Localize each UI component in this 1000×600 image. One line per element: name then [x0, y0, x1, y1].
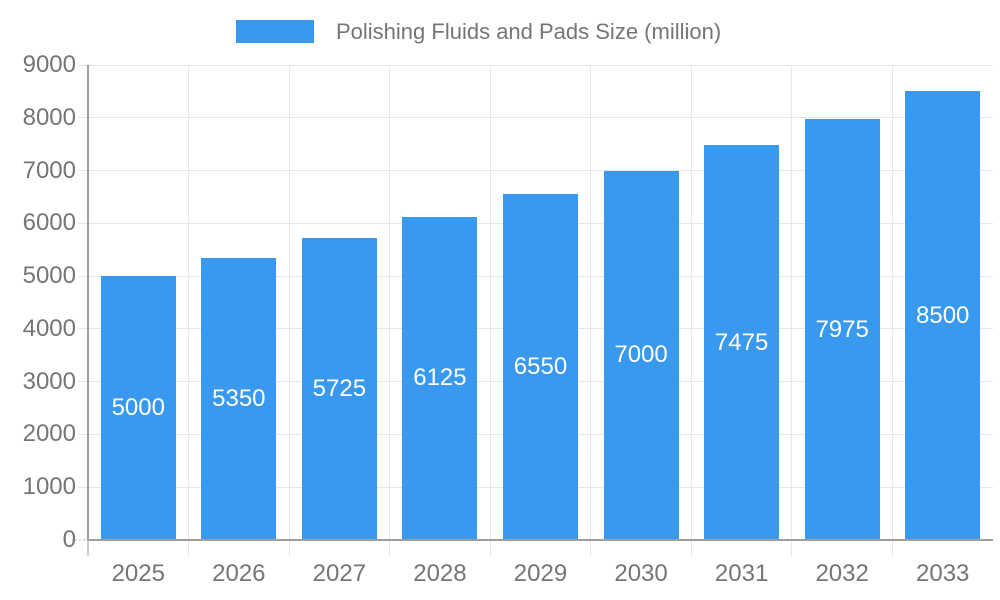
y-axis-tick-label: 4000 [22, 314, 76, 342]
bar [301, 237, 377, 540]
bar [201, 257, 277, 540]
y-axis-tick [78, 170, 88, 172]
legend-swatch [236, 20, 314, 43]
zero-tick-dashed [72, 539, 88, 541]
gridline-vertical [489, 65, 491, 556]
y-axis-tick [78, 222, 88, 224]
x-axis-tick-label: 2030 [614, 560, 668, 587]
x-axis-tick-label: 2032 [815, 560, 869, 587]
gridline-vertical [791, 65, 793, 556]
y-axis-tick-label: 6000 [22, 209, 76, 237]
bar-value-label: 7000 [614, 341, 668, 369]
x-axis-tick-label: 2025 [111, 560, 165, 587]
gridline-vertical [389, 65, 391, 556]
bar-value-label: 8500 [916, 301, 970, 329]
y-axis-tick-label: 1000 [22, 473, 76, 501]
bar-value-label: 6550 [513, 353, 568, 381]
x-axis-tick-label: 2027 [312, 560, 367, 587]
bar [905, 91, 981, 540]
y-axis-tick-label: 0 [62, 526, 76, 553]
y-axis-tick-label: 8000 [22, 103, 76, 131]
gridline-vertical [288, 65, 290, 556]
y-axis-line-extension [87, 540, 89, 556]
legend-label: Polishing Fluids and Pads Size (million) [336, 19, 722, 44]
bar-value-label: 5000 [111, 394, 165, 422]
bar [704, 145, 780, 540]
bar [804, 119, 880, 540]
bar-value-label: 6125 [413, 364, 467, 392]
x-axis-tick-label: 2026 [212, 560, 266, 587]
y-axis-tick [78, 433, 88, 435]
y-axis-tick [78, 64, 88, 66]
x-axis-tick-label: 2028 [413, 560, 467, 587]
y-axis-tick [78, 117, 88, 119]
y-axis-tick [78, 328, 88, 330]
bar-value-label: 7975 [815, 315, 869, 343]
gridline-vertical [891, 65, 893, 556]
gridline-vertical [188, 65, 190, 556]
x-axis-tick-label: 2031 [714, 560, 769, 587]
bar [603, 170, 679, 540]
x-axis-tick-label: 2033 [916, 560, 970, 587]
gridline-horizontal [88, 64, 993, 66]
y-axis-tick-label: 5000 [22, 262, 76, 290]
y-axis-tick-label: 9000 [22, 51, 76, 78]
y-axis-tick-label: 2000 [22, 420, 76, 448]
y-axis-tick-label: 3000 [22, 367, 76, 395]
gridline-horizontal [88, 117, 993, 119]
bar-value-label: 7475 [714, 328, 769, 356]
bar-value-label: 5350 [212, 384, 266, 412]
gridline-vertical [590, 65, 592, 556]
y-axis-tick [78, 381, 88, 383]
y-axis-tick [78, 275, 88, 277]
bar [503, 194, 578, 540]
y-axis-tick-label: 7000 [22, 156, 76, 184]
gridline-horizontal [88, 170, 993, 172]
bar-value-label: 5725 [312, 374, 367, 402]
x-axis-tick-label: 2029 [513, 560, 568, 587]
y-axis-line [87, 65, 89, 540]
bar [100, 276, 176, 540]
gridline-vertical [690, 65, 692, 556]
y-axis-tick [78, 486, 88, 488]
x-axis-baseline [88, 539, 993, 541]
bar [402, 216, 478, 540]
chart-legend: Polishing Fluids and Pads Size (million) [236, 20, 721, 43]
